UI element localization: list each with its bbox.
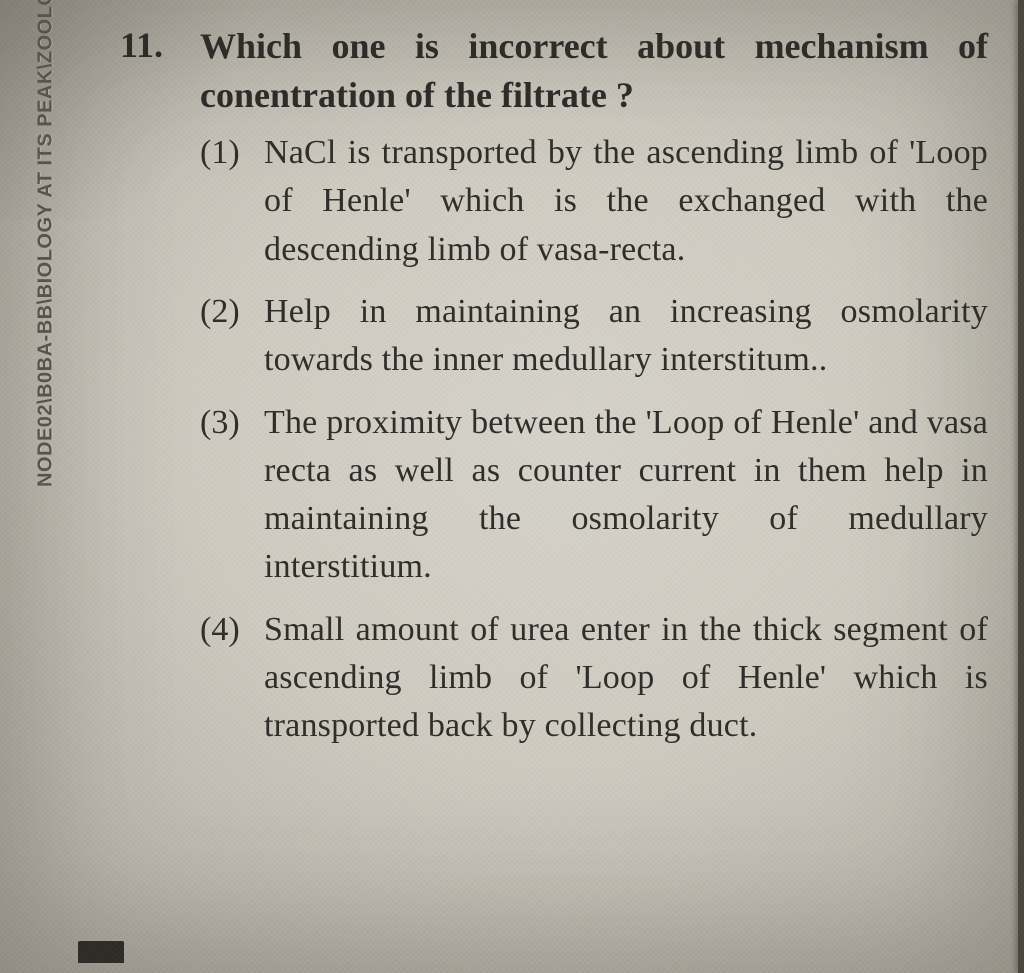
page-right-edge	[1018, 0, 1024, 973]
option-text: Small amount of urea enter in the thick …	[264, 606, 988, 751]
option-text: NaCl is transported by the ascending lim…	[264, 129, 988, 274]
question-row: 11. Which one is incorrect about mechani…	[120, 22, 988, 764]
option-4: (4) Small amount of urea enter in the th…	[200, 606, 988, 751]
option-label: (3)	[200, 399, 264, 447]
spine-footer-text: NODE02\B0BA-BB\BIOLOGY AT ITS PEAK\ZOOLO…	[35, 0, 58, 487]
option-text: Help in maintaining an increasing osmola…	[264, 288, 988, 385]
option-label: (2)	[200, 288, 264, 336]
question-body: Which one is incorrect about mechanism o…	[200, 22, 988, 764]
option-2: (2) Help in maintaining an increasing os…	[200, 288, 988, 385]
option-label: (1)	[200, 129, 264, 177]
option-1: (1) NaCl is transported by the ascending…	[200, 129, 988, 274]
options-list: (1) NaCl is transported by the ascending…	[200, 129, 988, 750]
option-text: The proximity between the 'Loop of Henle…	[264, 399, 988, 592]
option-3: (3) The proximity between the 'Loop of H…	[200, 399, 988, 592]
page-corner-mark	[78, 941, 124, 963]
scanned-page: NODE02\B0BA-BB\BIOLOGY AT ITS PEAK\ZOOLO…	[0, 0, 1024, 973]
option-label: (4)	[200, 606, 264, 654]
question-stem: Which one is incorrect about mechanism o…	[200, 22, 988, 119]
question-block: 11. Which one is incorrect about mechani…	[120, 22, 988, 764]
question-number: 11.	[120, 22, 200, 66]
